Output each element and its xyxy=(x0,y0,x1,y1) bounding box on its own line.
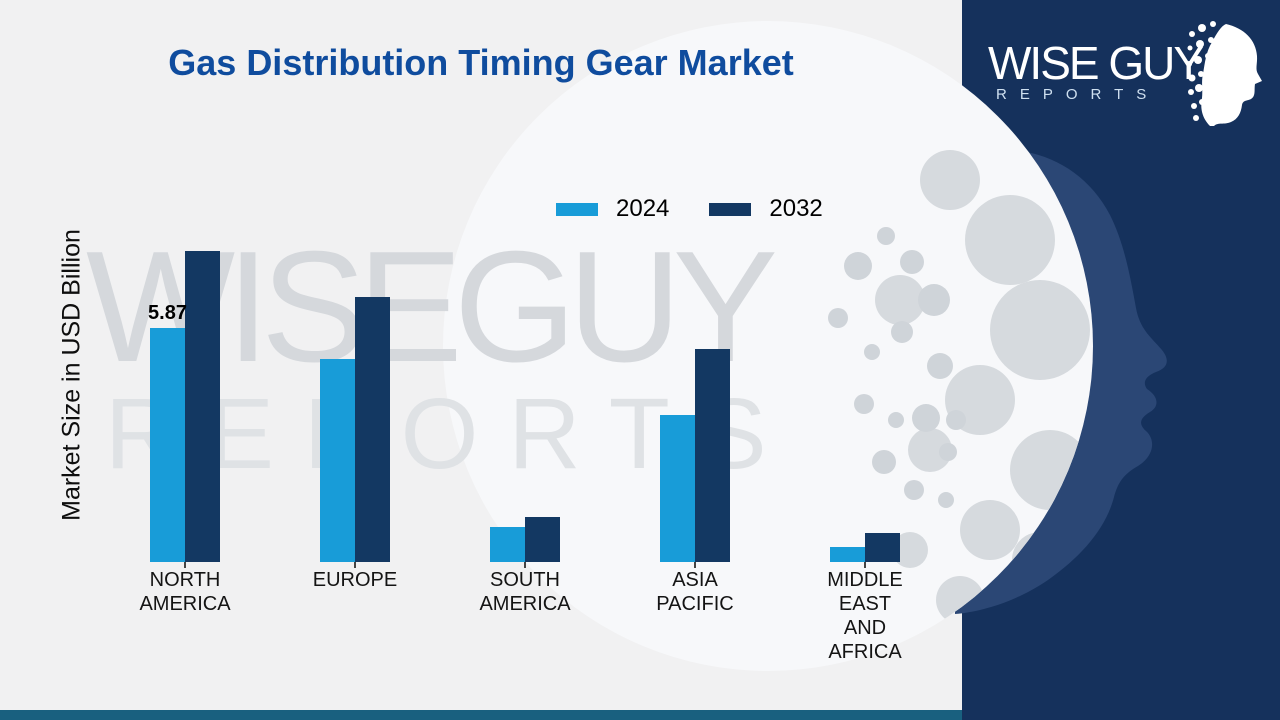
x-axis-tick xyxy=(694,562,696,568)
watermark-dot xyxy=(891,321,913,343)
bar-2032-middle-east-and-africa xyxy=(865,533,900,562)
watermark-dot xyxy=(828,308,848,328)
watermark-dot xyxy=(938,492,954,508)
legend-label-2032: 2032 xyxy=(769,195,823,222)
x-axis-tick xyxy=(864,562,866,568)
watermark-dot xyxy=(927,353,953,379)
watermark-dot xyxy=(900,250,924,274)
watermark-dot xyxy=(864,344,880,360)
logo-reports-text: REPORTS xyxy=(996,86,1160,103)
bar-2024-europe xyxy=(320,359,355,562)
bar-2032-asia-pacific xyxy=(695,349,730,562)
x-axis-label-europe: EUROPE xyxy=(312,569,398,591)
legend-swatch-2032 xyxy=(709,202,752,216)
x-axis-label-north-america: NORTH AMERICA xyxy=(139,569,231,615)
bar-2024-north-america xyxy=(150,328,185,562)
x-axis-tick xyxy=(354,562,356,568)
bottom-accent-bar xyxy=(0,710,962,720)
watermark-dot xyxy=(939,443,957,461)
chart-legend: 2024 2032 xyxy=(556,195,823,223)
x-axis-tick xyxy=(524,562,526,568)
legend-swatch-2024 xyxy=(556,202,598,216)
logo-head-icon xyxy=(1186,21,1262,126)
bar-2024-middle-east-and-africa xyxy=(830,547,865,562)
watermark-dot xyxy=(904,480,924,500)
legend-item-2032: 2032 xyxy=(709,195,823,223)
circle-blotch xyxy=(875,275,925,325)
watermark-dot xyxy=(844,252,872,280)
watermark-dot xyxy=(918,284,950,316)
x-axis-label-south-america: SOUTH AMERICA xyxy=(479,569,571,615)
legend-item-2024: 2024 xyxy=(556,195,669,223)
watermark-dot xyxy=(912,404,940,432)
watermark-dot xyxy=(888,412,904,428)
bar-2032-north-america xyxy=(185,251,220,562)
watermark-dot xyxy=(854,394,874,414)
bar-2024-south-america xyxy=(490,527,525,562)
bar-2024-asia-pacific xyxy=(660,415,695,562)
x-axis-label-asia-pacific: ASIA PACIFIC xyxy=(656,569,734,615)
watermark-dot xyxy=(877,227,895,245)
x-axis-tick xyxy=(184,562,186,568)
bar-value-label: 5.87 xyxy=(148,302,187,324)
bar-2032-europe xyxy=(355,297,390,562)
y-axis-label: Market Size in USD Billion xyxy=(57,229,86,521)
bar-2032-south-america xyxy=(525,517,560,562)
logo-wiseguy-text: WISE GUY xyxy=(988,37,1204,89)
x-axis-label-middle-east-and-africa: MIDDLE EAST AND AFRICA xyxy=(827,569,903,663)
chart-title: Gas Distribution Timing Gear Market xyxy=(168,42,794,83)
watermark-dot xyxy=(872,450,896,474)
wise-guy-reports-logo: WISE GUY REPORTS xyxy=(980,18,1270,130)
legend-label-2024: 2024 xyxy=(616,195,670,222)
